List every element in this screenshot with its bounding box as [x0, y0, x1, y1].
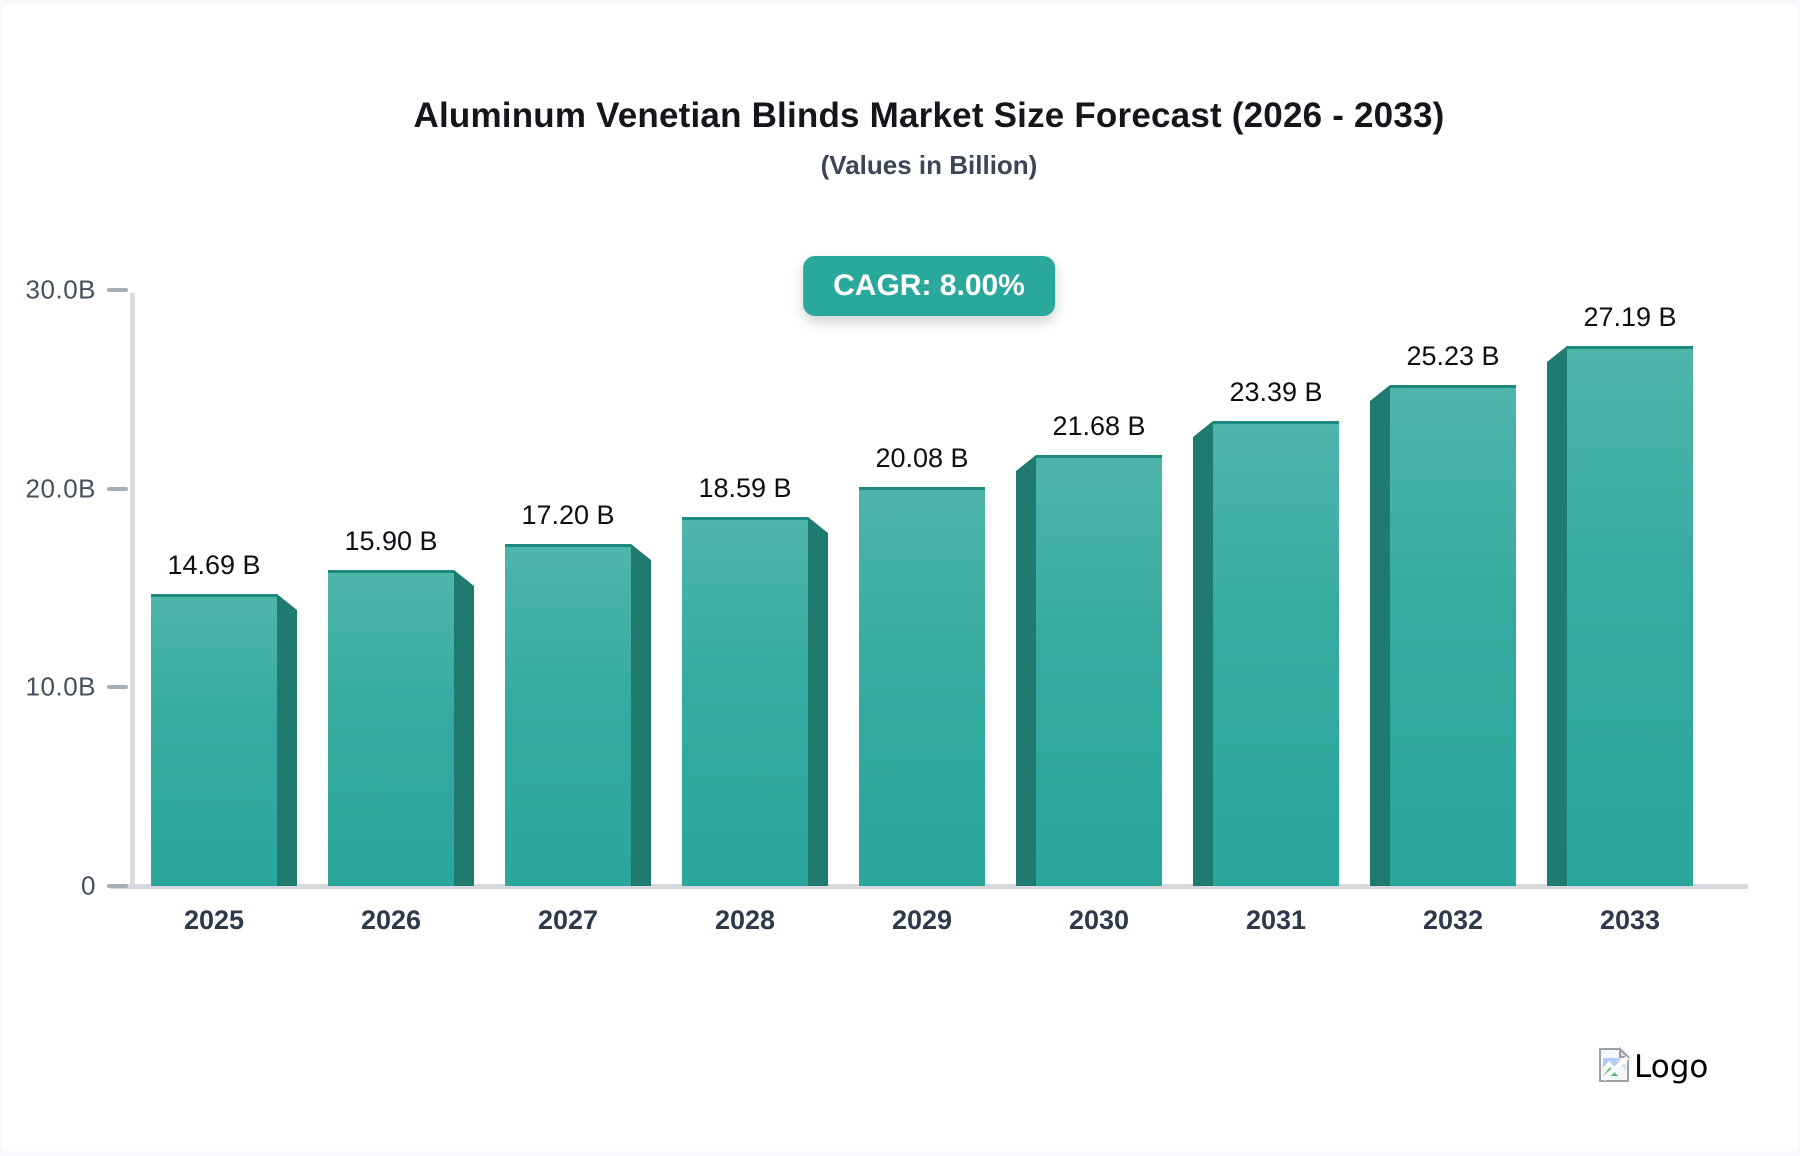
x-axis-label-2027: 2027 — [537, 905, 599, 935]
chart-title: Aluminum Venetian Blinds Market Size For… — [413, 96, 1445, 135]
x-axis-label-2030: 2030 — [1068, 905, 1130, 935]
bar-side-2026 — [454, 570, 474, 886]
x-axis-label-2025: 2025 — [183, 905, 245, 935]
bar-side-2033 — [1547, 346, 1567, 886]
bar-value-label-2025: 14.69 B — [167, 550, 261, 580]
bar-value-label-2032: 25.23 B — [1406, 341, 1500, 371]
bar-side-2028 — [808, 517, 828, 886]
y-tick-0 — [107, 884, 128, 888]
chart-subtitle: (Values in Billion) — [820, 150, 1038, 180]
page-edge-right — [1798, 0, 1800, 1156]
x-axis-label-2031: 2031 — [1245, 905, 1307, 935]
bar-2033[interactable] — [1567, 346, 1693, 886]
y-tick-10 — [107, 685, 128, 689]
bar-side-2030 — [1016, 455, 1036, 886]
page-edge-top — [0, 0, 1800, 5]
broken-image-icon — [1596, 1046, 1632, 1084]
y-tick-label-0: 0 — [81, 870, 96, 901]
logo: Logo — [1596, 1046, 1708, 1084]
y-tick-30 — [107, 288, 128, 292]
bar-value-label-2029: 20.08 B — [875, 443, 969, 473]
y-tick-label-20: 20.0B — [25, 473, 96, 504]
bar-value-label-2027: 17.20 B — [521, 500, 615, 530]
y-tick-label-30: 30.0B — [25, 274, 96, 305]
bar-2025[interactable] — [151, 594, 277, 886]
bar-value-label-2028: 18.59 B — [698, 473, 792, 503]
page-edge-left — [0, 0, 2, 1156]
bar-2026[interactable] — [328, 570, 454, 886]
bar-2028[interactable] — [682, 517, 808, 886]
y-tick-label-10: 10.0B — [25, 671, 96, 702]
bar-side-2031 — [1193, 421, 1213, 886]
bar-2027[interactable] — [505, 544, 631, 886]
x-axis-label-2032: 2032 — [1422, 905, 1484, 935]
x-axis-label-2029: 2029 — [891, 905, 953, 935]
logo-alt-text: Logo — [1634, 1048, 1709, 1085]
x-axis-label-2033: 2033 — [1599, 905, 1661, 935]
x-axis-label-2026: 2026 — [360, 905, 422, 935]
bar-side-2027 — [631, 544, 651, 886]
bar-value-label-2026: 15.90 B — [344, 526, 438, 556]
y-tick-20 — [107, 487, 128, 491]
bar-2032[interactable] — [1390, 385, 1516, 886]
y-axis-line — [130, 293, 135, 889]
bar-2029[interactable] — [859, 487, 985, 886]
cagr-badge: CAGR: 8.00% — [803, 256, 1055, 316]
x-axis-line — [110, 884, 1748, 889]
page-edge-bottom — [0, 1151, 1800, 1156]
bar-value-label-2030: 21.68 B — [1052, 411, 1146, 441]
bar-value-label-2033: 27.19 B — [1583, 302, 1677, 332]
bar-side-2025 — [277, 594, 297, 886]
bar-2030[interactable] — [1036, 455, 1162, 886]
bar-side-2032 — [1370, 385, 1390, 886]
bar-2031[interactable] — [1213, 421, 1339, 886]
x-axis-label-2028: 2028 — [714, 905, 776, 935]
bar-value-label-2031: 23.39 B — [1229, 377, 1323, 407]
